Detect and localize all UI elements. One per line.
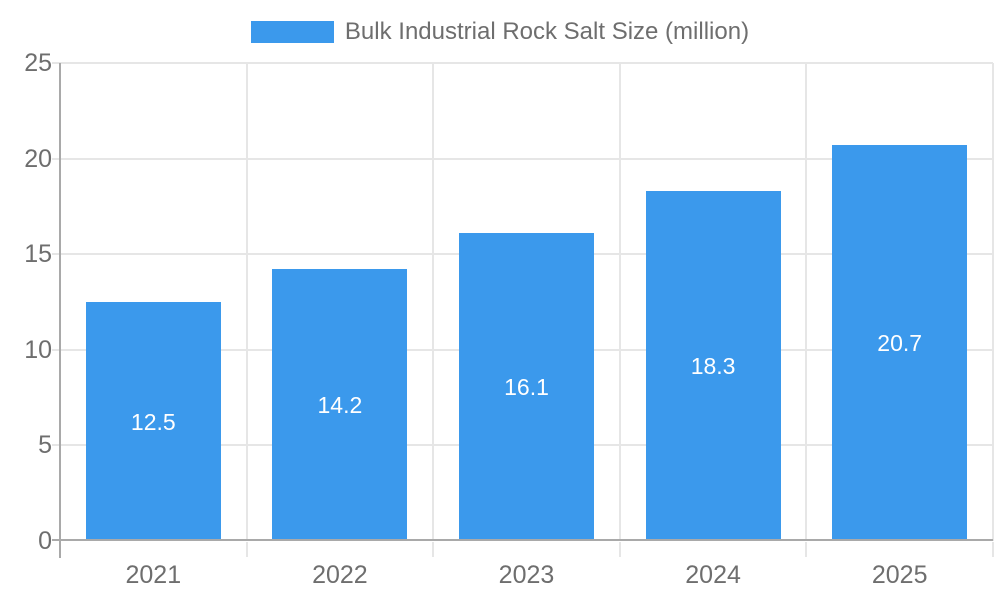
gridline-y-25 [60,62,993,64]
x-tick-5 [992,542,994,557]
y-axis-line [59,63,61,558]
x-axis-label-2023: 2023 [498,561,555,589]
x-tick-3 [618,542,621,557]
bar-value-2025: 20.7 [877,330,923,357]
y-axis-label-25: 25 [24,49,52,77]
y-tick-10 [52,348,60,351]
y-axis-label-15: 15 [24,240,52,269]
bar-2023[interactable] [459,233,594,541]
bar-2024[interactable] [645,191,781,541]
x-axis-label-2022: 2022 [312,561,368,589]
gridline-x-4 [805,63,808,541]
plot-area: 0 5 10 15 20 25 12.5 2021 14.2 2022 16.1 2023 18.3 20… [24,49,994,589]
x-axis-line [52,539,993,541]
legend-swatch [250,21,334,43]
bar-value-2022: 14.2 [317,392,363,419]
bar-2025[interactable] [832,145,968,541]
legend: Bulk Industrial Rock Salt Size (million) [0,18,1000,46]
y-axis-label-10: 10 [24,335,52,364]
gridline-y-20 [60,157,993,160]
gridline-x-3 [618,63,621,541]
y-tick-5 [52,444,60,447]
y-axis-label-20: 20 [24,144,52,173]
gridline-x-1 [245,63,248,541]
x-axis-label-2021: 2021 [125,561,182,589]
y-tick-20 [52,157,60,160]
y-tick-15 [52,253,60,256]
bar-2022[interactable] [272,269,408,541]
bar-value-2023: 16.1 [504,374,549,401]
x-tick-2 [432,542,435,557]
legend-label: Bulk Industrial Rock Salt Size (million) [344,18,750,45]
x-tick-1 [245,542,248,557]
x-axis-label-2024: 2024 [685,561,741,589]
bar-2021[interactable] [85,302,221,541]
bar-value-2024: 18.3 [690,353,736,380]
x-axis-label-2025: 2025 [871,561,928,589]
y-axis-label-5: 5 [38,431,52,460]
x-tick-4 [805,542,808,557]
gridline-x-5 [992,63,994,541]
gridline-x-2 [432,63,435,541]
y-axis-label-0: 0 [38,527,52,555]
bar-value-2021: 12.5 [130,408,176,435]
y-tick-25 [52,62,60,64]
